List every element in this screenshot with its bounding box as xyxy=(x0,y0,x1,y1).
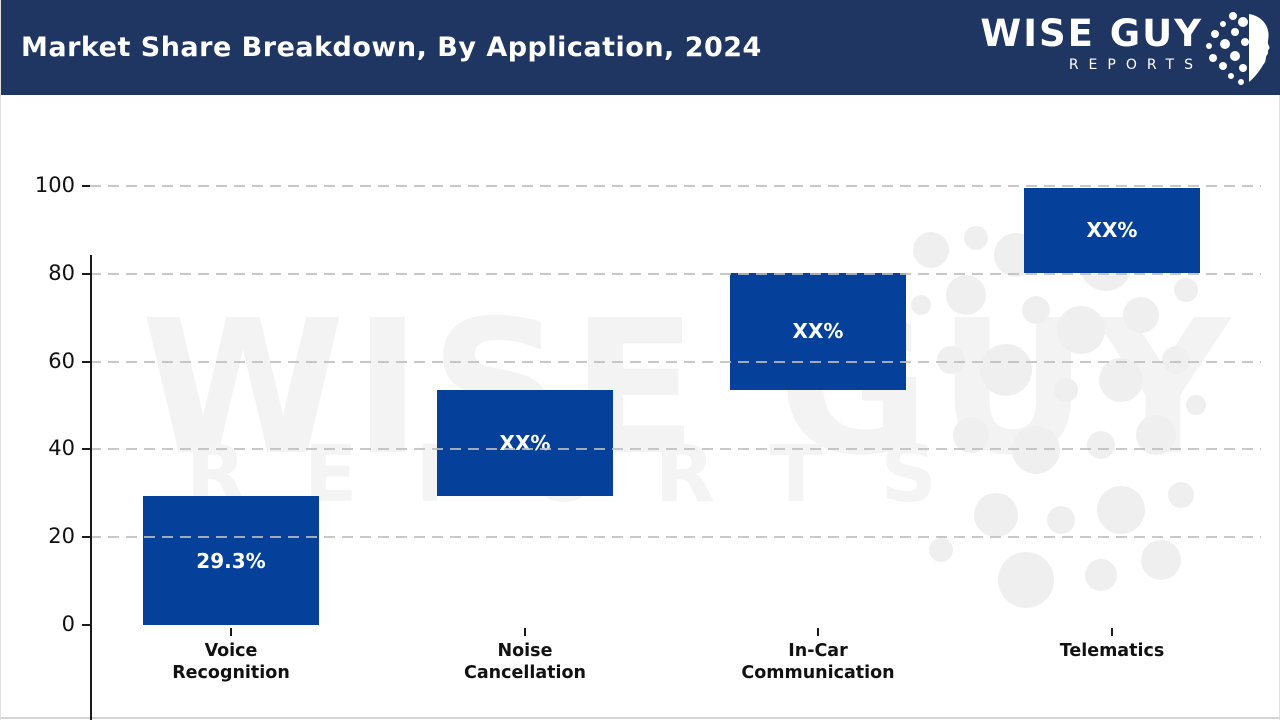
y-tick-100 xyxy=(82,185,90,187)
brand-logo-subtitle: REPORTS xyxy=(1068,56,1203,73)
gridline-80 xyxy=(90,272,1261,275)
category-label-telematics: Telematics xyxy=(1059,641,1165,661)
category-label-in-car-communication: In-Car Communication xyxy=(741,641,895,683)
y-tick-0 xyxy=(82,624,90,626)
bar-in-car-communication: XX% xyxy=(730,272,906,390)
brand-logo-head-icon xyxy=(1206,12,1270,85)
gridline-40 xyxy=(90,448,1261,451)
y-tick-40 xyxy=(82,448,90,451)
page-title: Market Share Breakdown, By Application, … xyxy=(21,32,762,63)
brand-logo: WISE GUY REPORTS xyxy=(980,12,1203,73)
bar-voice-recognition: 29.3% xyxy=(143,496,319,625)
bottom-divider xyxy=(1,717,1280,719)
category-label-noise-cancellation: Noise Cancellation xyxy=(463,641,586,683)
y-tick-label-20: 20 xyxy=(48,524,75,549)
gridline-100 xyxy=(90,185,1261,187)
waterfall-chart: 0 20 40 60 80 100 29.3% Voice Recognition XX% Noi… xyxy=(1,95,1280,720)
y-tick-label-40: 40 xyxy=(48,436,75,461)
category-label-voice-recognition: Voice Recognition xyxy=(172,641,290,683)
gridline-20 xyxy=(90,536,1261,539)
bar-value-label-in-car-communication: XX% xyxy=(792,319,844,344)
header-bar: Market Share Breakdown, By Application, … xyxy=(1,0,1280,95)
bar-value-label-telematics: XX% xyxy=(1086,218,1138,243)
y-tick-label-100: 100 xyxy=(34,173,75,197)
x-tick-telematics xyxy=(1111,628,1113,636)
x-tick-in-car-communication xyxy=(817,628,819,636)
y-tick-label-0: 0 xyxy=(61,612,75,636)
x-tick-voice-recognition xyxy=(230,628,232,636)
gridline-60 xyxy=(90,360,1261,363)
bar-value-label-noise-cancellation: XX% xyxy=(499,431,551,456)
y-tick-20 xyxy=(82,536,90,539)
y-tick-label-80: 80 xyxy=(48,260,75,285)
y-tick-label-60: 60 xyxy=(48,348,75,373)
x-tick-noise-cancellation xyxy=(524,628,526,636)
bar-noise-cancellation: XX% xyxy=(437,389,613,497)
y-tick-60 xyxy=(82,360,90,363)
brand-logo-name: WISE GUY xyxy=(980,12,1203,55)
bar-telematics: XX% xyxy=(1024,187,1200,273)
y-axis-line xyxy=(90,255,92,720)
bar-value-label-voice-recognition: 29.3% xyxy=(196,548,266,573)
y-tick-80 xyxy=(82,272,90,275)
